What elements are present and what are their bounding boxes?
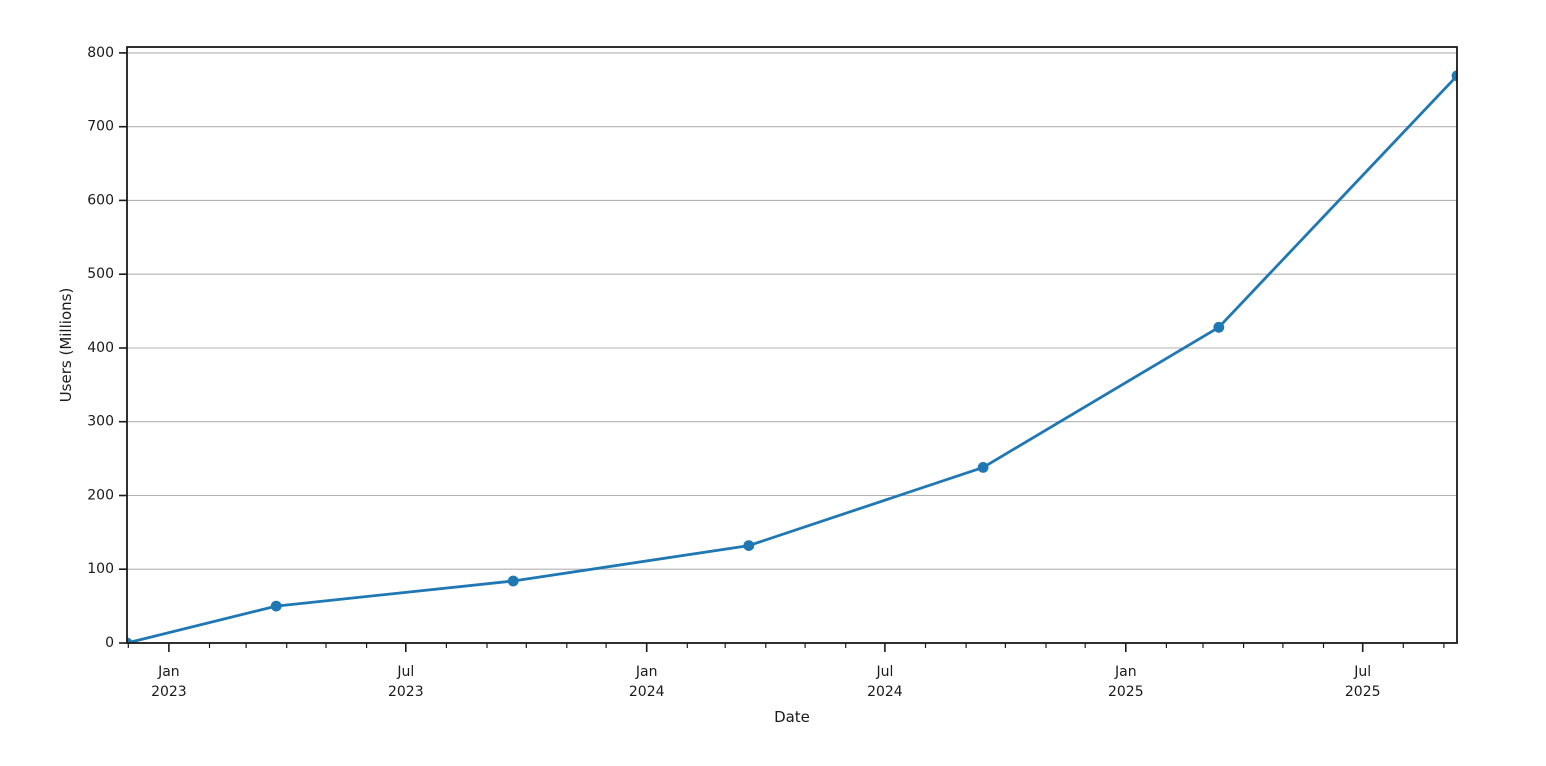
x-tick-label-year: 2024	[867, 684, 903, 700]
x-tick-label-month: Jul	[875, 664, 893, 680]
users-trend-line	[127, 74, 1457, 643]
data-point-marker	[127, 637, 133, 643]
y-tick-label: 800	[87, 45, 114, 61]
x-tick-label-month: Jul	[1353, 664, 1371, 680]
x-tick-label-month: Jan	[157, 664, 180, 680]
x-tick-label-month: Jul	[396, 664, 414, 680]
y-tick-label: 300	[87, 414, 114, 430]
x-tick-label-year: 2025	[1345, 684, 1381, 700]
x-tick-label-year: 2024	[629, 684, 665, 700]
data-point-marker	[743, 540, 755, 551]
y-axis-label: Users (Millions)	[57, 287, 75, 403]
data-point-marker	[507, 575, 519, 587]
data-point-marker	[270, 600, 282, 612]
x-axis-label: Date	[774, 708, 810, 726]
data-point-marker	[1451, 70, 1457, 82]
data-point-marker	[977, 462, 989, 473]
x-tick-label-month: Jan	[1114, 664, 1137, 680]
data-point-marker	[1213, 321, 1225, 333]
y-tick-label: 400	[87, 340, 114, 356]
y-tick-label: 700	[87, 119, 114, 135]
y-tick-label: 200	[87, 488, 114, 504]
y-tick-label: 100	[87, 561, 114, 577]
y-tick-label: 600	[87, 192, 114, 208]
x-tick-label-year: 2023	[151, 684, 187, 700]
y-tick-label: 0	[105, 635, 114, 651]
axes-spines	[126, 46, 1458, 644]
x-tick-label-year: 2023	[388, 684, 424, 700]
x-tick-label-month: Jan	[635, 664, 658, 680]
x-tick-label-year: 2025	[1108, 684, 1144, 700]
y-tick-label: 500	[87, 266, 114, 282]
